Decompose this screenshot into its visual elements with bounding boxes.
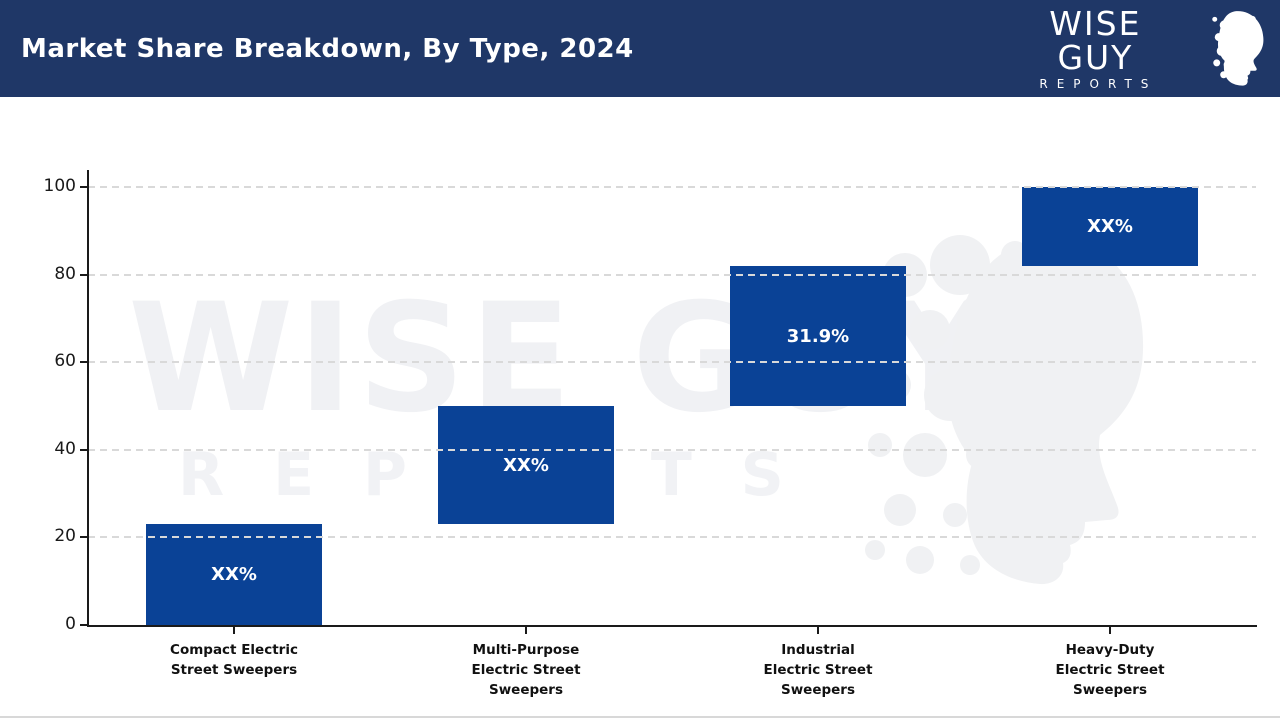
bar-value-label: XX% [503,454,549,476]
y-gridline [88,448,1256,451]
brand-name: WISE GUY [1049,4,1142,77]
x-category-line: Industrial [781,642,855,658]
x-category-line: Electric Street [471,662,581,678]
y-tick [80,361,87,364]
x-axis-line [87,625,1257,627]
x-tick [1109,627,1111,634]
bottom-divider [0,716,1280,718]
y-tick [80,448,87,451]
bar: XX% [1022,187,1198,267]
y-tick [80,273,87,276]
y-tick-label: 60 [54,351,76,372]
x-tick [525,627,527,634]
x-category-line: Heavy-Duty [1065,642,1155,658]
y-tick [80,624,87,626]
y-gridline [88,186,1256,188]
brand-logo-text: WISE GUY REPORTS [1006,4,1185,92]
x-category-line: Compact Electric [170,642,298,658]
x-category-line: Electric Street [763,662,873,678]
x-category-label: Industrial Electric Street Sweepers [688,640,948,700]
brand-logo: WISE GUY REPORTS [1006,6,1266,92]
x-category-line: Sweepers [780,682,856,698]
x-category-label: Multi-Purpose Electric Street Sweepers [396,640,656,700]
y-tick-label: 100 [43,176,76,196]
bar-value-label: XX% [211,564,257,586]
y-tick-label: 80 [54,263,76,284]
bar: XX% [438,406,614,525]
brand-head-icon [1212,11,1264,86]
x-category-line: Street Sweepers [170,662,298,678]
y-gridline [88,361,1256,364]
y-tick-label: 0 [65,614,76,634]
y-tick [80,186,87,188]
y-tick-label: 20 [54,526,76,547]
brand-subtitle: REPORTS [1039,77,1158,91]
x-category-line: Sweepers [488,682,564,698]
x-category-line: Sweepers [1072,682,1148,698]
x-category-line: Electric Street [1055,662,1165,678]
y-tick-label: 40 [54,438,76,459]
x-category-line: Multi-Purpose [472,642,580,658]
bar: 31.9% [730,266,906,406]
chart-title: Market Share Breakdown, By Type, 2024 [21,33,634,64]
x-category-label: Heavy-Duty Electric Street Sweepers [980,640,1240,700]
y-tick [80,536,87,539]
y-gridline [88,536,1256,539]
x-category-label: Compact Electric Street Sweepers [104,640,364,680]
bar: XX% [146,524,322,625]
x-tick [817,627,819,634]
y-axis-line [87,170,89,627]
x-tick [233,627,235,634]
y-gridline [88,273,1256,276]
bar-value-label: 31.9% [786,325,850,347]
header-bar: Market Share Breakdown, By Type, 2024 WI… [0,0,1280,97]
bar-value-label: XX% [1087,216,1133,238]
